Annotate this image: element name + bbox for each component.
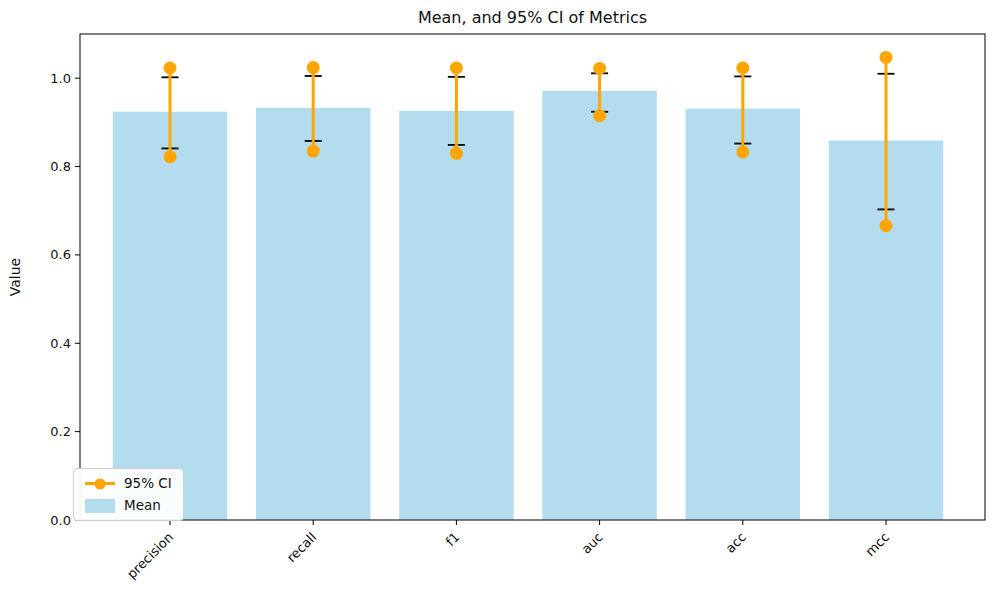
ci-dot-low-f1 bbox=[450, 147, 463, 160]
legend-label-ci: 95% CI bbox=[124, 476, 172, 491]
y-tick-label: 0.2 bbox=[50, 424, 71, 439]
ci-line-swatch bbox=[85, 482, 115, 485]
ci-marker-dot-icon bbox=[95, 478, 106, 489]
x-tick-label-auc: auc bbox=[579, 530, 606, 557]
ci-dot-high-auc bbox=[593, 62, 606, 75]
x-tick-label-mcc: mcc bbox=[862, 530, 892, 560]
ci-dot-high-acc bbox=[736, 62, 749, 75]
bar-precision bbox=[113, 112, 228, 520]
x-tick-label-precision: precision bbox=[124, 530, 176, 582]
figure: Mean, and 95% CI of Metrics Value 0.00.2… bbox=[0, 0, 1000, 600]
mean-patch-swatch bbox=[85, 499, 115, 513]
ci-dot-low-precision bbox=[164, 150, 177, 163]
y-tick-label: 0.4 bbox=[50, 336, 71, 351]
ci-dot-low-mcc bbox=[880, 219, 893, 232]
bar-auc bbox=[542, 91, 657, 520]
ci-dot-low-auc bbox=[593, 109, 606, 122]
bar-f1 bbox=[399, 111, 514, 520]
bar-recall bbox=[256, 108, 371, 520]
y-tick-label: 0.6 bbox=[50, 247, 71, 262]
y-tick-label: 0.8 bbox=[50, 159, 71, 174]
legend-item-mean: Mean bbox=[85, 498, 172, 513]
legend-item-ci: 95% CI bbox=[85, 476, 172, 491]
ci-dot-high-f1 bbox=[450, 62, 463, 75]
bar-acc bbox=[686, 109, 801, 520]
x-tick-label-recall: recall bbox=[284, 530, 320, 566]
x-tick-label-acc: acc bbox=[723, 530, 749, 556]
y-tick-label: 0.0 bbox=[50, 513, 71, 528]
y-tick-label: 1.0 bbox=[50, 71, 71, 86]
x-tick-label-f1: f1 bbox=[443, 530, 463, 550]
ci-dot-high-mcc bbox=[880, 51, 893, 64]
ci-dot-high-precision bbox=[164, 62, 177, 75]
legend: 95% CI Mean bbox=[73, 468, 184, 521]
ci-dot-low-acc bbox=[736, 145, 749, 158]
ci-dot-high-recall bbox=[307, 61, 320, 74]
legend-label-mean: Mean bbox=[124, 498, 161, 513]
ci-dot-low-recall bbox=[307, 145, 320, 158]
